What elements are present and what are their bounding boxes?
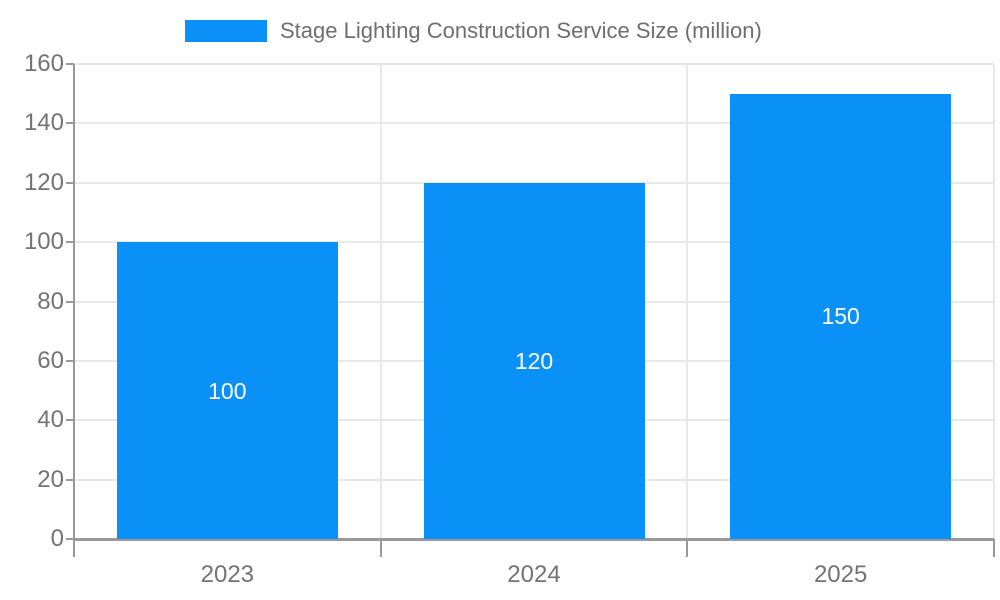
x-tick-label: 2024 xyxy=(507,561,561,588)
y-axis-tick xyxy=(66,181,74,184)
bar-2025 xyxy=(730,93,952,539)
y-tick-label: 160 xyxy=(23,50,64,77)
y-tick-label: 60 xyxy=(37,346,64,374)
gridline-vertical xyxy=(379,64,382,539)
x-axis-tick xyxy=(686,539,689,557)
y-tick-label: 140 xyxy=(23,109,64,137)
gridline-vertical xyxy=(993,64,995,539)
y-axis-tick xyxy=(66,241,74,244)
gridline-horizontal xyxy=(74,63,994,65)
y-axis-tick xyxy=(66,300,74,303)
x-axis-tick xyxy=(993,539,995,557)
x-tick-label: 2023 xyxy=(200,561,255,588)
y-axis-tick xyxy=(66,478,74,481)
gridline-vertical xyxy=(686,64,689,539)
y-axis-line xyxy=(73,64,75,557)
bar-2024 xyxy=(423,182,645,539)
y-tick-label: 0 xyxy=(50,525,64,552)
gridline-horizontal xyxy=(74,122,994,125)
y-tick-label: 40 xyxy=(37,406,64,434)
legend-label: Stage Lighting Construction Service Size… xyxy=(280,18,762,43)
y-tick-label: 20 xyxy=(37,465,64,493)
bar-value-label: 150 xyxy=(821,303,860,330)
legend: Stage Lighting Construction Service Size… xyxy=(185,18,762,44)
x-axis-line xyxy=(74,538,994,541)
y-tick-label: 100 xyxy=(23,228,64,256)
y-axis-tick xyxy=(66,359,74,362)
y-tick-label: 80 xyxy=(37,287,64,315)
y-axis-tick xyxy=(66,122,74,125)
y-axis-tick xyxy=(66,419,74,422)
x-axis-tick xyxy=(379,539,382,557)
y-axis-tick xyxy=(66,538,74,540)
bar-value-label: 100 xyxy=(208,377,247,404)
bar-2023 xyxy=(116,242,338,539)
y-axis-tick xyxy=(66,63,74,65)
x-tick-label: 2025 xyxy=(813,561,868,588)
legend-swatch xyxy=(185,20,267,42)
bar-value-label: 120 xyxy=(514,347,554,374)
y-tick-label: 120 xyxy=(23,168,64,196)
